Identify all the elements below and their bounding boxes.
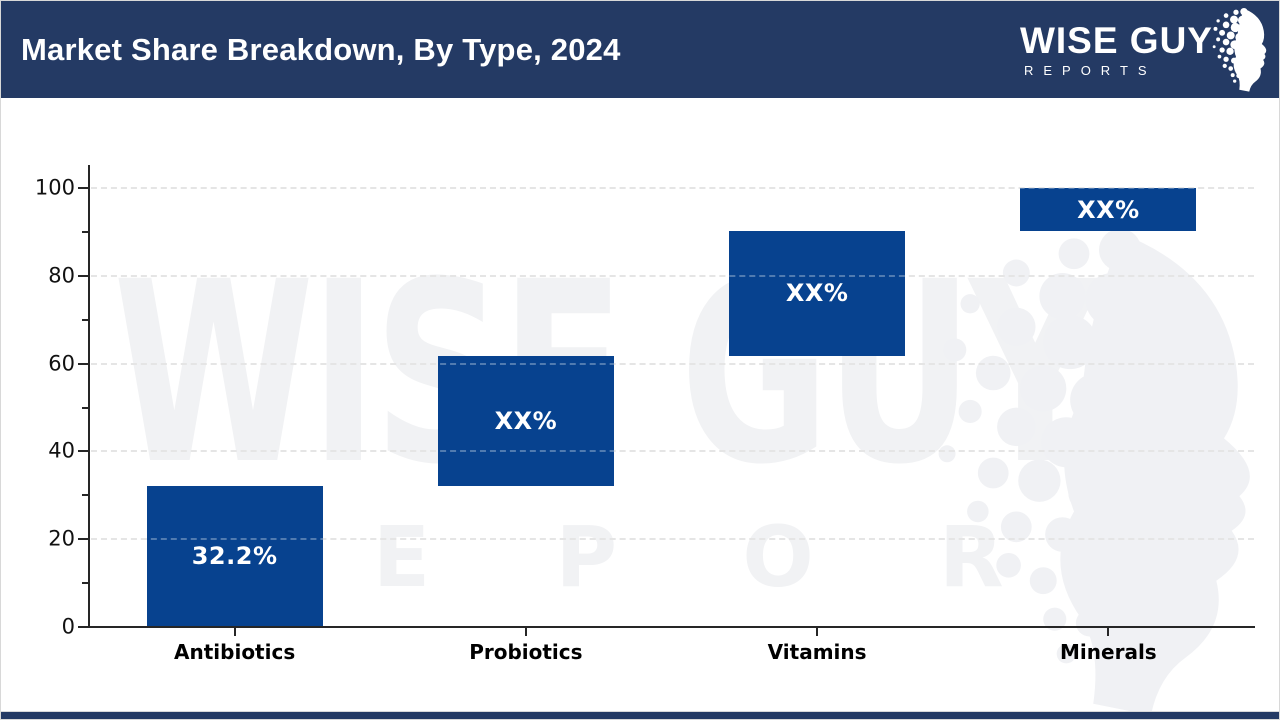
bar-value-label: 32.2% — [191, 542, 278, 571]
y-minor-tick — [82, 582, 88, 585]
y-tick-label: 20 — [48, 526, 75, 551]
gridline — [91, 450, 1254, 453]
y-tick-label: 60 — [48, 351, 75, 376]
y-tick — [78, 626, 88, 628]
gridline — [91, 274, 1254, 277]
x-axis-line — [88, 626, 1255, 628]
y-tick — [78, 450, 88, 453]
y-minor-tick — [82, 318, 88, 321]
y-axis-line — [88, 165, 90, 628]
watermark-dotted-head-icon — [859, 223, 1279, 719]
gridline — [91, 538, 1254, 541]
bar-antibiotics: 32.2% — [146, 485, 323, 627]
logo-subtitle: REPORTS — [1023, 63, 1157, 78]
gridline — [91, 362, 1254, 365]
gridline-overlay — [91, 274, 1254, 277]
bar-minerals: XX% — [1020, 188, 1197, 232]
gridline-overlay — [91, 187, 1254, 189]
bar-probiotics: XX% — [437, 355, 614, 486]
x-tick — [1107, 628, 1110, 636]
x-axis-label-antibiotics: Antibiotics — [174, 640, 296, 664]
y-tick-label: 40 — [48, 438, 75, 463]
wise-guy-logo: WISE GUY REPORTS — [1020, 7, 1273, 93]
x-axis-label-vitamins: Vitamins — [767, 640, 867, 664]
x-tick — [233, 628, 236, 636]
y-tick-label: 0 — [61, 614, 75, 639]
gridline — [91, 187, 1254, 189]
logo-wordmark: WISE GUY — [1019, 20, 1213, 61]
bar-vitamins: XX% — [729, 231, 906, 356]
x-tick — [524, 628, 527, 636]
bar-value-label: XX% — [1077, 195, 1140, 224]
y-tick-label: 80 — [48, 263, 75, 288]
y-tick — [78, 538, 88, 541]
footer-bar — [1, 711, 1279, 719]
y-tick — [78, 362, 88, 365]
y-minor-tick — [82, 406, 88, 409]
y-tick — [78, 274, 88, 277]
gridline-overlay — [91, 362, 1254, 365]
x-tick — [816, 628, 819, 636]
bar-value-label: XX% — [785, 279, 849, 308]
logo-text: WISE GUY REPORTS — [1020, 22, 1213, 78]
x-axis-label-minerals: Minerals — [1060, 640, 1157, 664]
header-bar: Market Share Breakdown, By Type, 2024 WI… — [1, 1, 1279, 98]
gridline-overlay — [91, 538, 1254, 541]
y-minor-tick — [82, 494, 88, 497]
y-tick — [78, 187, 88, 189]
y-tick-label: 100 — [34, 175, 75, 200]
dotted-head-icon — [1199, 7, 1273, 93]
y-minor-tick — [82, 230, 88, 233]
gridline-overlay — [91, 450, 1254, 453]
page-title: Market Share Breakdown, By Type, 2024 — [21, 31, 621, 67]
bar-value-label: XX% — [494, 406, 558, 435]
x-axis-label-probiotics: Probiotics — [469, 640, 583, 664]
